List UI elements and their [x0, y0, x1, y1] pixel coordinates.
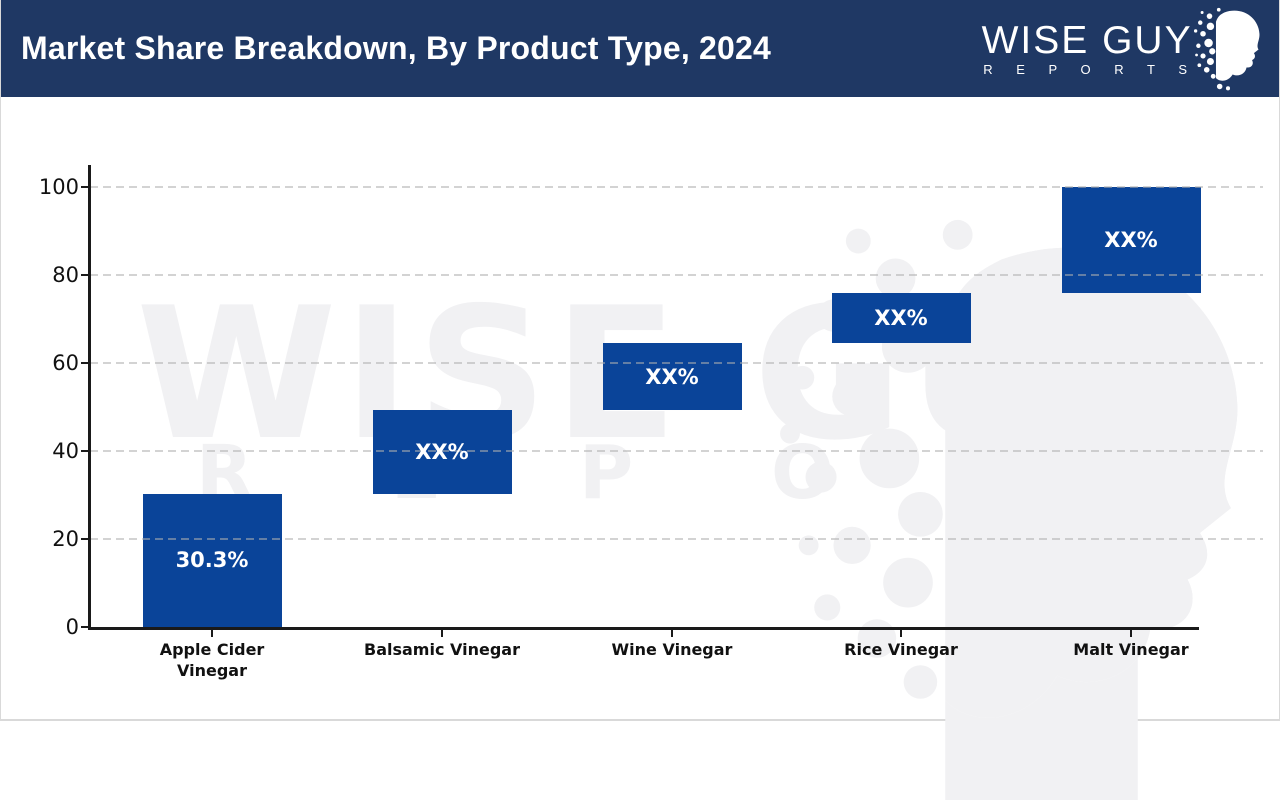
y-tick-100 — [81, 186, 89, 188]
x-tick-malt-vinegar — [1130, 629, 1132, 637]
x-tick-wine-vinegar — [671, 629, 673, 637]
y-tick-20 — [81, 538, 89, 540]
x-category-label-line: Malt Vinegar — [1073, 640, 1189, 659]
gridline-80 — [90, 274, 1263, 276]
x-category-label-line: Vinegar — [177, 660, 247, 680]
y-tick-label-80: 80 — [52, 263, 79, 287]
brand-face-icon — [1193, 7, 1260, 90]
gridline-20 — [90, 538, 1263, 540]
x-category-label-apple-cider-vinegar: Apple Cider Vinegar — [97, 640, 327, 682]
bar-value-label-balsamic-vinegar: XX% — [415, 439, 469, 464]
gridline-60 — [90, 362, 1263, 364]
x-category-label-wine-vinegar: Wine Vinegar — [557, 640, 787, 661]
brand-name: WISE GUY — [981, 19, 1193, 62]
brand-logo-text: WISE GUY R E P O R T S — [977, 21, 1197, 76]
x-category-label-rice-vinegar: Rice Vinegar — [786, 640, 1016, 661]
gridline-100 — [90, 186, 1263, 188]
x-axis-line — [88, 627, 1199, 630]
y-tick-40 — [81, 450, 89, 452]
y-tick-label-60: 60 — [52, 351, 79, 375]
y-tick-label-40: 40 — [52, 439, 79, 463]
x-tick-balsamic-vinegar — [441, 629, 443, 637]
brand-logo: WISE GUY R E P O R T S — [977, 5, 1265, 93]
x-category-label-line: Wine Vinegar — [611, 640, 733, 659]
x-category-label-balsamic-vinegar: Balsamic Vinegar — [327, 640, 557, 661]
y-tick-label-20: 20 — [52, 527, 79, 551]
chart-title: Market Share Breakdown, By Product Type,… — [21, 30, 771, 66]
x-tick-apple-cider-vinegar — [211, 629, 213, 637]
bar-rice-vinegar — [831, 293, 971, 344]
x-category-label-malt-vinegar: Malt Vinegar — [1016, 640, 1246, 661]
header-band: Market Share Breakdown, By Product Type,… — [1, 0, 1279, 97]
bar-value-label-rice-vinegar: XX% — [874, 306, 928, 331]
x-category-label-line: Balsamic Vinegar — [364, 640, 520, 659]
x-category-label-line: Rice Vinegar — [844, 640, 958, 659]
y-tick-label-0: 0 — [65, 615, 79, 639]
x-category-label-line: Apple Cider — [159, 640, 265, 659]
x-tick-rice-vinegar — [900, 629, 902, 637]
bar-apple-cider-vinegar — [142, 493, 282, 627]
gridline-40 — [90, 450, 1263, 452]
brand-subname: R E P O R T S — [983, 62, 1197, 77]
watermark-face — [780, 219, 1238, 800]
y-tick-80 — [81, 274, 89, 276]
bar-value-label-malt-vinegar: XX% — [1104, 228, 1158, 253]
y-tick-60 — [81, 362, 89, 364]
bar-value-label-wine-vinegar: XX% — [645, 364, 699, 389]
y-axis-line — [88, 165, 91, 629]
y-tick-0 — [81, 626, 89, 628]
bar-value-label-apple-cider-vinegar: 30.3% — [175, 548, 249, 573]
y-tick-label-100: 100 — [38, 175, 79, 199]
bar-wine-vinegar — [602, 343, 742, 411]
